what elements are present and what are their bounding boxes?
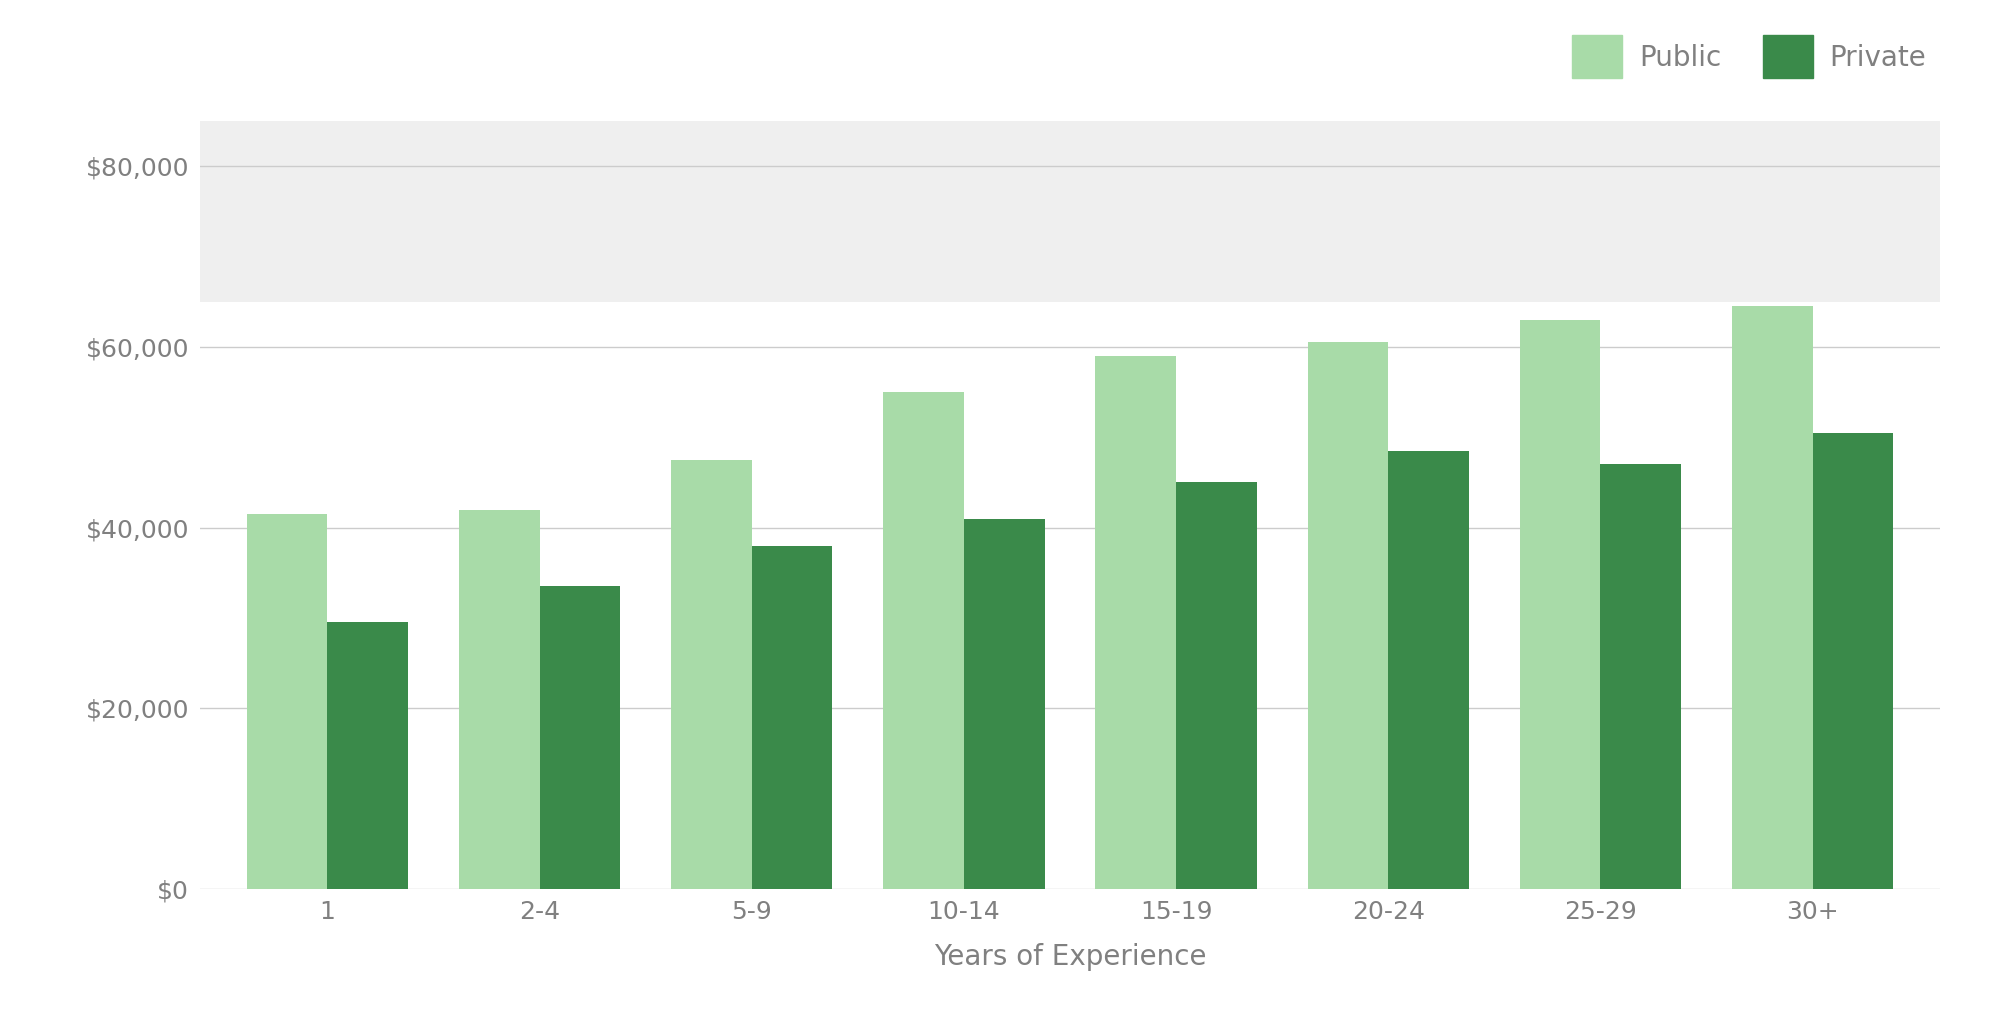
Bar [246,514,328,889]
Bar [1176,483,1256,889]
Bar [1096,356,1176,889]
Legend: Public, Private: Public, Private [1572,35,1926,78]
Bar [328,622,408,889]
Bar [672,460,752,889]
Bar [752,545,832,889]
Bar [200,121,1940,302]
Bar [884,392,964,889]
Bar [1388,450,1468,889]
X-axis label: Years of Experience: Years of Experience [934,943,1206,972]
Bar [540,586,620,889]
Bar [1732,306,1812,889]
Bar [1600,465,1682,889]
Bar [1308,342,1388,889]
Bar [1520,320,1600,889]
Bar [964,518,1044,889]
Bar [1812,432,1894,889]
Bar [458,509,540,889]
